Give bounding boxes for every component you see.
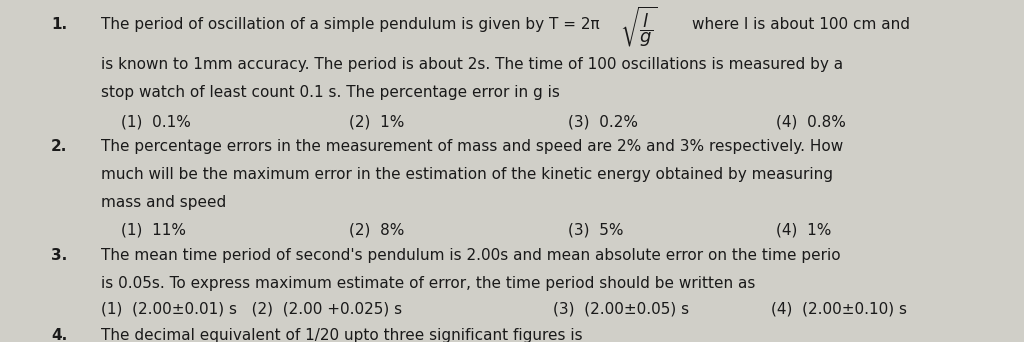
Text: (4)  (2.00±0.10) s: (4) (2.00±0.10) s [771,301,907,316]
Text: 3.: 3. [51,248,68,263]
Text: The mean time period of second's pendulum is 2.00s and mean absolute error on th: The mean time period of second's pendulu… [100,248,841,263]
Text: (1)  11%: (1) 11% [121,223,185,238]
Text: (1)  (2.00±0.01) s   (2)  (2.00 +0.025) s: (1) (2.00±0.01) s (2) (2.00 +0.025) s [100,301,401,316]
Text: (3)  5%: (3) 5% [567,223,623,238]
Text: (1)  0.1%: (1) 0.1% [121,115,190,129]
Text: (3)  0.2%: (3) 0.2% [567,115,638,129]
Text: 4.: 4. [51,328,68,342]
Text: (4)  1%: (4) 1% [776,223,831,238]
Text: The period of oscillation of a simple pendulum is given by T = 2π: The period of oscillation of a simple pe… [100,17,599,32]
Text: The percentage errors in the measurement of mass and speed are 2% and 3% respect: The percentage errors in the measurement… [100,139,843,154]
Text: where l is about 100 cm and: where l is about 100 cm and [691,17,909,32]
Text: (2)  1%: (2) 1% [349,115,404,129]
Text: stop watch of least count 0.1 s. The percentage error in g is: stop watch of least count 0.1 s. The per… [100,85,559,100]
Text: 1.: 1. [51,17,68,32]
Text: The decimal equivalent of 1/20 upto three significant figures is: The decimal equivalent of 1/20 upto thre… [100,328,583,342]
Text: (2)  8%: (2) 8% [349,223,404,238]
Text: 2.: 2. [51,139,68,154]
Text: mass and speed: mass and speed [100,195,226,210]
Text: $\sqrt{\dfrac{l}{g}}$: $\sqrt{\dfrac{l}{g}}$ [621,4,658,49]
Text: (3)  (2.00±0.05) s: (3) (2.00±0.05) s [553,301,689,316]
Text: is known to 1mm accuracy. The period is about 2s. The time of 100 oscillations i: is known to 1mm accuracy. The period is … [100,57,843,72]
Text: (4)  0.8%: (4) 0.8% [776,115,846,129]
Text: much will be the maximum error in the estimation of the kinetic energy obtained : much will be the maximum error in the es… [100,167,833,182]
Text: is 0.05s. To express maximum estimate of error, the time period should be writte: is 0.05s. To express maximum estimate of… [100,276,755,290]
